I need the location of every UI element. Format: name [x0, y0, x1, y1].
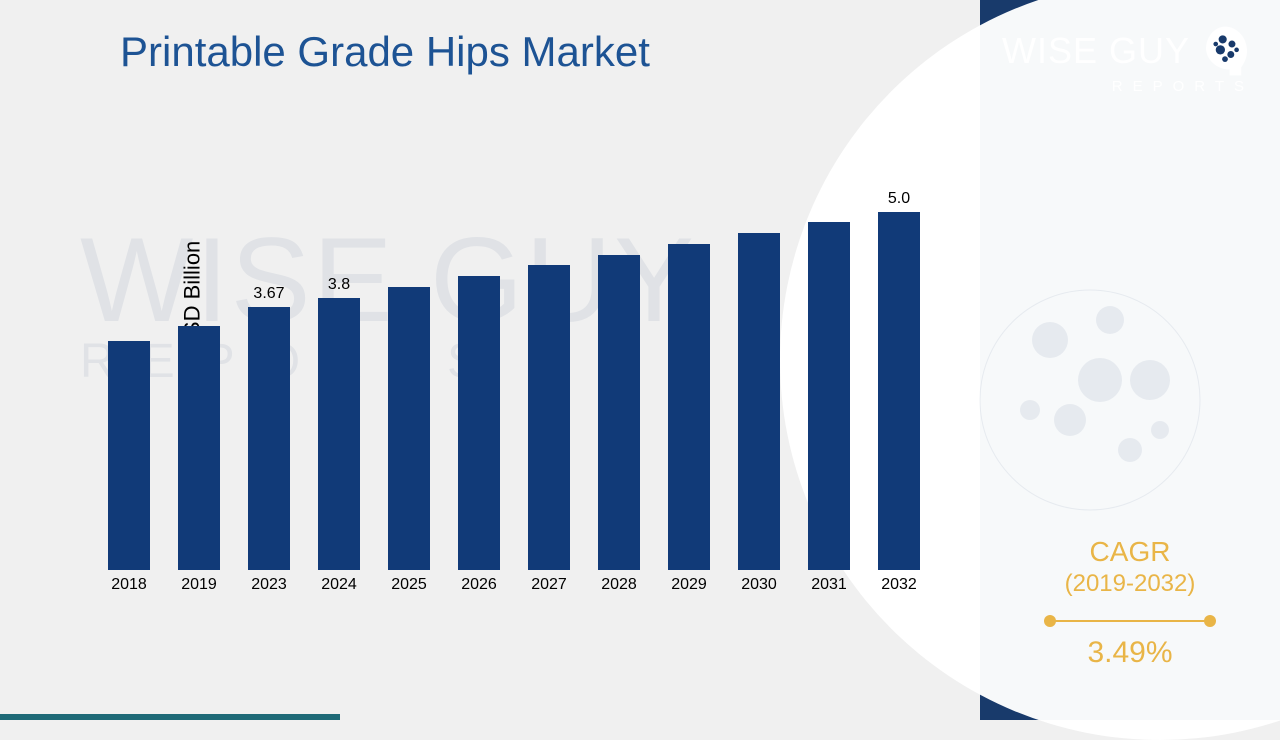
bar-column: [528, 243, 570, 570]
bar: [808, 222, 850, 570]
x-tick-label: 2025: [391, 576, 427, 594]
bar-column: [738, 211, 780, 570]
x-tick-label: 2024: [321, 576, 357, 594]
cagr-divider: [1050, 620, 1210, 622]
bottom-accent-bar: [0, 714, 340, 720]
bar: [318, 298, 360, 570]
x-tick-label: 2019: [181, 576, 217, 594]
bar: [458, 276, 500, 570]
bar-column: 3.8: [318, 276, 360, 570]
logo-line1: WISE GUY: [1002, 30, 1190, 72]
bar-column: [808, 200, 850, 570]
bar-value-label: 3.8: [328, 276, 350, 294]
bar-value-label: 5.0: [888, 190, 910, 208]
bar-column: [388, 265, 430, 570]
bar-column: 5.0: [878, 190, 920, 570]
bar: [388, 287, 430, 570]
head-icon: [1196, 22, 1254, 80]
bar-column: 3.67: [248, 285, 290, 570]
bar-column: [108, 319, 150, 570]
cagr-block: CAGR (2019-2032) 3.49%: [1020, 536, 1240, 670]
bar: [668, 244, 710, 570]
bar: [738, 233, 780, 570]
x-tick-label: 2027: [531, 576, 567, 594]
x-tick-label: 2032: [881, 576, 917, 594]
bar: [108, 341, 150, 570]
x-tick-label: 2030: [741, 576, 777, 594]
bar-value-label: 3.67: [253, 285, 284, 303]
x-tick-label: 2031: [811, 576, 847, 594]
chart-title: Printable Grade Hips Market: [120, 28, 650, 76]
plot-area: 3.67 3.8 5.0: [100, 140, 970, 570]
x-tick-label: 2026: [461, 576, 497, 594]
cagr-period: (2019-2032): [1020, 570, 1240, 598]
bar-column: [178, 304, 220, 570]
bar-column: [458, 254, 500, 570]
x-tick-label: 2028: [601, 576, 637, 594]
bar: [878, 212, 920, 570]
bar-chart: Market Value in USD Billion 3.673.85.0 2…: [40, 140, 970, 610]
cagr-value: 3.49%: [1020, 636, 1240, 670]
bar-column: [598, 233, 640, 570]
bar-column: [668, 222, 710, 570]
bar: [248, 307, 290, 570]
bar: [528, 265, 570, 570]
bar: [598, 255, 640, 570]
x-tick-label: 2023: [251, 576, 287, 594]
brand-logo: WISE GUY REPORTS: [1002, 22, 1254, 95]
x-axis: 2018 2019 2023 2024 2025 2026 2027 2028 2029 2030…: [100, 570, 970, 610]
x-tick-label: 2018: [111, 576, 147, 594]
cagr-title: CAGR: [1020, 536, 1240, 568]
logo-line2: REPORTS: [1002, 78, 1254, 95]
x-tick-label: 2029: [671, 576, 707, 594]
bar: [178, 326, 220, 570]
